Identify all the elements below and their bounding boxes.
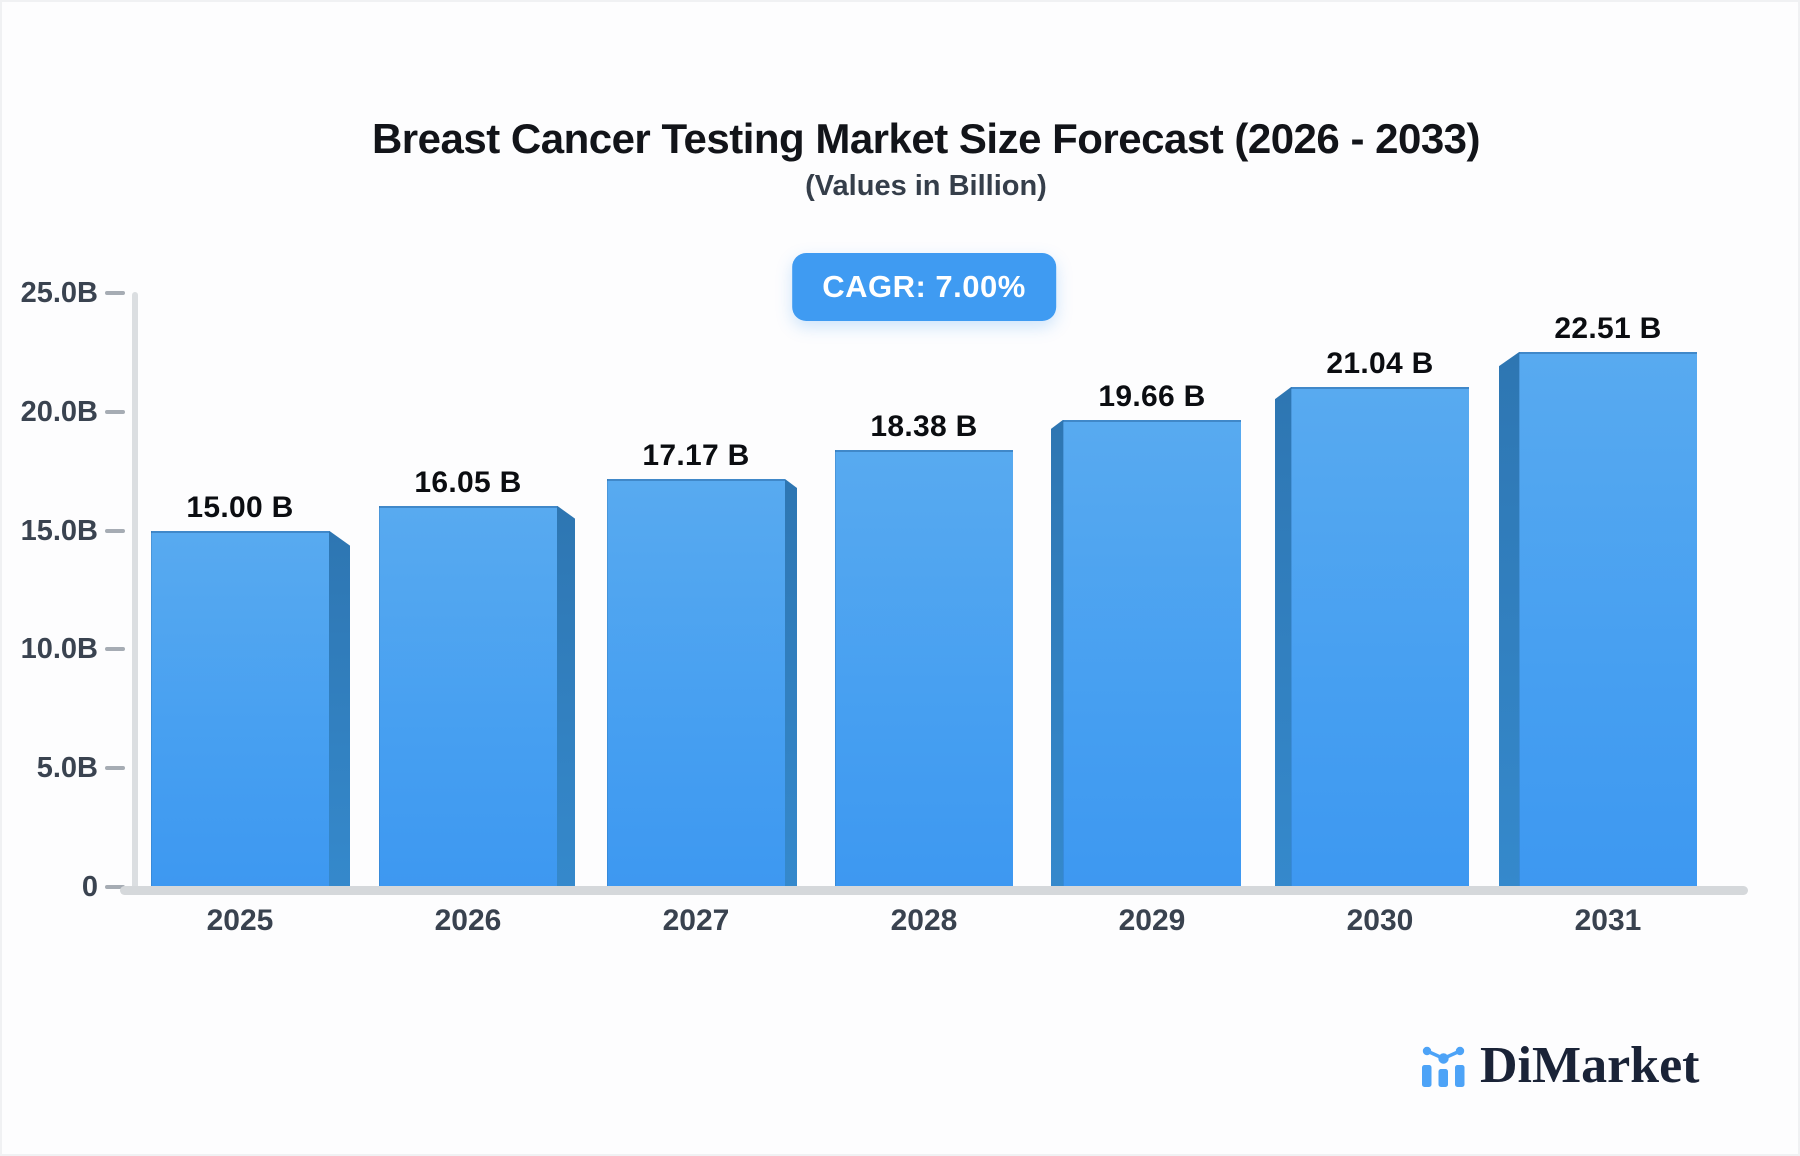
y-tick-mark: [105, 885, 125, 889]
brand-logo: DiMarket: [1420, 1040, 1699, 1092]
bar: [379, 505, 557, 890]
y-tick-label: 5.0B: [36, 752, 98, 785]
y-tick-mark: [105, 528, 125, 533]
bar-value-label: 18.38 B: [870, 410, 978, 444]
bar-value-label: 19.66 B: [1098, 379, 1206, 413]
x-tick-label: 2028: [890, 904, 958, 937]
x-tick-label: 2025: [206, 904, 274, 937]
bar-side-face: [1499, 352, 1519, 890]
y-tick-mark: [105, 766, 125, 771]
cagr-badge: CAGR: 7.00%: [792, 253, 1056, 321]
bar: [1063, 419, 1241, 890]
y-tick-label: 15.0B: [20, 514, 98, 547]
x-tick-label: 2029: [1118, 904, 1186, 937]
page-title: Breast Cancer Testing Market Size Foreca…: [371, 115, 1481, 162]
bar: [1519, 352, 1697, 890]
y-tick-mark: [105, 647, 125, 652]
bar-value-label: 16.05 B: [414, 465, 522, 499]
x-tick-label: 2031: [1574, 904, 1642, 937]
x-axis-line: [120, 886, 1748, 895]
bar: [1291, 387, 1469, 890]
bar-value-label: 21.04 B: [1326, 347, 1434, 381]
y-tick-label: 10.0B: [20, 633, 98, 666]
y-tick-label: 20.0B: [20, 395, 98, 428]
bar-side-face: [329, 530, 350, 890]
y-tick-mark: [105, 291, 125, 295]
bar-side-face: [1275, 387, 1291, 890]
brand-logo-text: DiMarket: [1480, 1037, 1700, 1094]
y-axis-line: [132, 292, 138, 892]
bar: [151, 530, 329, 890]
bar-value-label: 15.00 B: [186, 490, 294, 524]
bar-side-face: [785, 479, 797, 890]
bar-side-face: [557, 505, 575, 890]
page-subtitle: (Values in Billion): [805, 170, 1047, 202]
bar-side-face: [1051, 419, 1063, 890]
x-tick-label: 2027: [662, 904, 730, 937]
bar: [835, 450, 1013, 890]
mini-bar-line-chart-icon: [1420, 1044, 1466, 1088]
bar-value-label: 22.51 B: [1554, 312, 1662, 346]
x-tick-label: 2026: [434, 904, 502, 937]
y-tick-label: 25.0B: [20, 277, 98, 309]
y-tick-mark: [105, 409, 125, 414]
y-tick-label: 0: [81, 871, 98, 903]
bar: [607, 479, 785, 890]
x-tick-label: 2030: [1346, 904, 1414, 937]
bar-value-label: 17.17 B: [642, 439, 750, 473]
